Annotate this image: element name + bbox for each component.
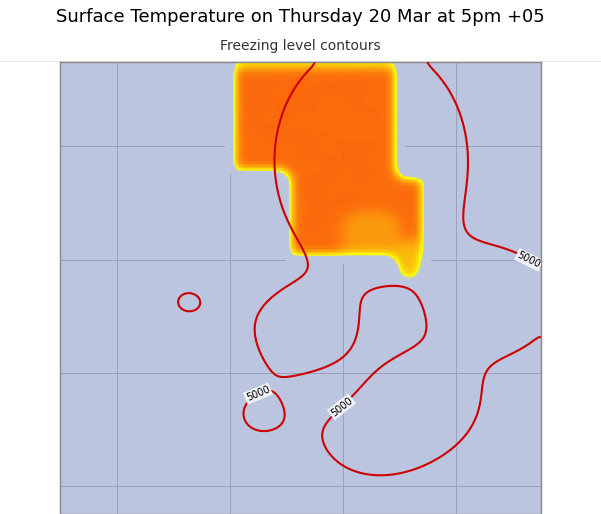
Text: 5000: 5000 [516,250,542,270]
Text: Freezing level contours: Freezing level contours [220,39,381,53]
Text: 5000: 5000 [245,384,271,403]
Text: 5000: 5000 [329,395,354,418]
Text: Surface Temperature on Thursday 20 Mar at 5pm +05: Surface Temperature on Thursday 20 Mar a… [56,8,545,26]
